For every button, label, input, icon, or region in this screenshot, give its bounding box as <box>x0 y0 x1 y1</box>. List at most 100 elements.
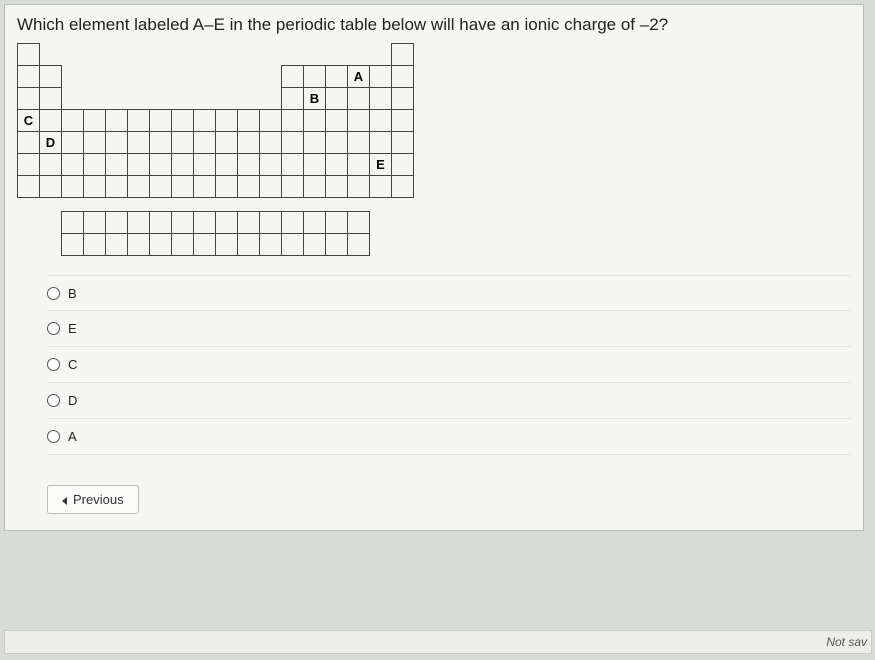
pt-cell <box>105 109 128 132</box>
pt-cell <box>17 65 40 88</box>
periodic-table-diagram: ABCDE <box>17 43 447 261</box>
pt-cell <box>127 131 150 154</box>
question-text: Which element labeled A–E in the periodi… <box>17 15 851 35</box>
pt-cell <box>215 175 238 198</box>
radio-icon[interactable] <box>47 430 60 443</box>
answer-options: B E C D A <box>47 275 851 455</box>
pt-cell <box>237 153 260 176</box>
pt-fblock-cell <box>281 233 304 256</box>
pt-cell <box>127 153 150 176</box>
pt-cell <box>325 87 348 110</box>
pt-cell <box>215 153 238 176</box>
pt-fblock-cell <box>127 211 150 234</box>
pt-cell <box>17 43 40 66</box>
pt-cell <box>391 175 414 198</box>
pt-cell <box>325 175 348 198</box>
option-row[interactable]: A <box>47 419 851 455</box>
pt-cell <box>369 109 392 132</box>
pt-fblock-cell <box>149 233 172 256</box>
pt-cell <box>325 65 348 88</box>
pt-fblock-cell <box>105 233 128 256</box>
radio-icon[interactable] <box>47 358 60 371</box>
option-row[interactable]: C <box>47 347 851 383</box>
pt-fblock-cell <box>347 233 370 256</box>
pt-cell <box>281 131 304 154</box>
pt-cell <box>83 131 106 154</box>
pt-cell <box>215 131 238 154</box>
pt-cell <box>303 131 326 154</box>
pt-fblock-cell <box>61 211 84 234</box>
pt-fblock-cell <box>281 211 304 234</box>
radio-icon[interactable] <box>47 287 60 300</box>
pt-cell <box>237 131 260 154</box>
pt-cell <box>281 153 304 176</box>
pt-cell <box>171 109 194 132</box>
pt-cell <box>369 131 392 154</box>
pt-cell <box>347 175 370 198</box>
option-row[interactable]: B <box>47 275 851 311</box>
pt-cell-D: D <box>39 131 62 154</box>
pt-cell <box>325 131 348 154</box>
pt-fblock-cell <box>237 233 260 256</box>
pt-fblock-cell <box>215 211 238 234</box>
pt-cell <box>17 175 40 198</box>
pt-fblock-cell <box>325 211 348 234</box>
pt-fblock-cell <box>127 233 150 256</box>
pt-cell <box>303 109 326 132</box>
radio-icon[interactable] <box>47 322 60 335</box>
pt-fblock-cell <box>83 211 106 234</box>
pt-fblock-cell <box>171 211 194 234</box>
pt-cell <box>237 175 260 198</box>
pt-cell <box>17 153 40 176</box>
pt-cell-C: C <box>17 109 40 132</box>
pt-cell <box>127 175 150 198</box>
pt-cell <box>149 131 172 154</box>
pt-cell <box>391 65 414 88</box>
pt-cell <box>391 153 414 176</box>
pt-cell <box>281 65 304 88</box>
pt-cell <box>127 109 150 132</box>
pt-cell <box>347 87 370 110</box>
radio-icon[interactable] <box>47 394 60 407</box>
pt-fblock-cell <box>193 233 216 256</box>
pt-cell <box>281 109 304 132</box>
pt-cell <box>171 153 194 176</box>
pt-fblock-cell <box>237 211 260 234</box>
pt-cell <box>369 87 392 110</box>
pt-fblock-cell <box>171 233 194 256</box>
pt-cell <box>259 153 282 176</box>
pt-cell <box>259 175 282 198</box>
pt-cell <box>369 175 392 198</box>
option-label: B <box>68 286 77 301</box>
pt-fblock-cell <box>215 233 238 256</box>
previous-button[interactable]: Previous <box>47 485 139 514</box>
option-row[interactable]: D <box>47 383 851 419</box>
pt-fblock-cell <box>259 211 282 234</box>
pt-cell <box>303 153 326 176</box>
pt-cell <box>171 131 194 154</box>
pt-cell <box>303 175 326 198</box>
pt-cell <box>61 109 84 132</box>
option-label: D <box>68 393 77 408</box>
pt-cell <box>281 175 304 198</box>
pt-cell <box>193 153 216 176</box>
pt-cell <box>39 87 62 110</box>
pt-cell <box>193 131 216 154</box>
pt-fblock-cell <box>259 233 282 256</box>
pt-cell <box>149 175 172 198</box>
pt-cell <box>39 175 62 198</box>
pt-cell <box>39 109 62 132</box>
pt-fblock-cell <box>303 211 326 234</box>
pt-cell <box>105 153 128 176</box>
pt-cell <box>347 153 370 176</box>
option-row[interactable]: E <box>47 311 851 347</box>
pt-fblock-cell <box>325 233 348 256</box>
chevron-left-icon <box>62 497 67 505</box>
pt-cell <box>347 109 370 132</box>
pt-fblock-cell <box>303 233 326 256</box>
option-label: C <box>68 357 77 372</box>
pt-cell <box>369 65 392 88</box>
pt-cell-E: E <box>369 153 392 176</box>
pt-cell <box>149 109 172 132</box>
option-label: A <box>68 429 77 444</box>
